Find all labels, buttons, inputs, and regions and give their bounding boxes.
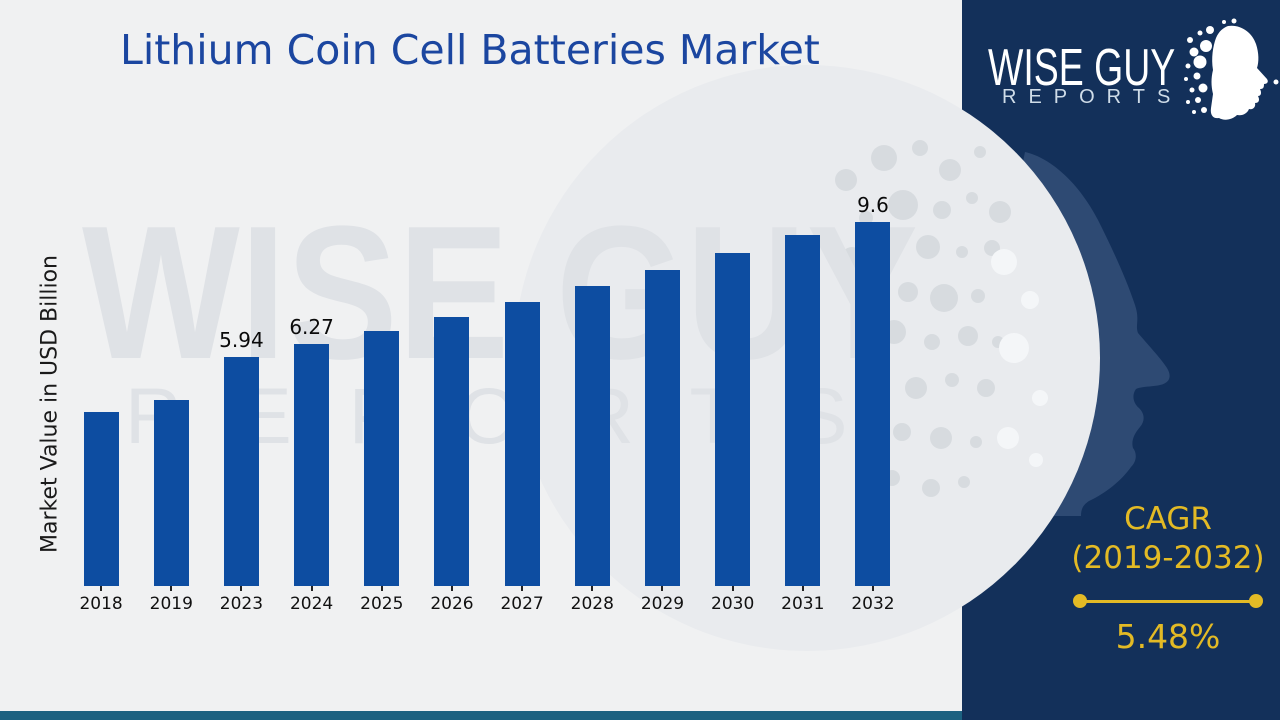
x-tick-label: 2031 <box>781 594 825 614</box>
x-tick-label: 2029 <box>640 594 685 614</box>
chart-column: 2029 <box>627 194 697 615</box>
x-axis-tick <box>450 586 453 591</box>
light-dots-decoration <box>991 249 1048 467</box>
chart-column: 2025 <box>347 194 417 615</box>
x-axis-tick <box>801 586 804 591</box>
bar <box>83 412 119 586</box>
bar <box>574 286 610 586</box>
cagr-divider-line <box>1077 599 1259 603</box>
chart-column: 2018 <box>66 194 136 615</box>
x-tick-label: 2027 <box>500 594 544 614</box>
bar <box>504 302 540 586</box>
x-axis-tick <box>731 586 734 591</box>
watermark-logo-text: WISE GUY <box>82 187 919 399</box>
logo-subtext: REPORTS <box>1002 86 1183 108</box>
bar <box>434 317 470 586</box>
cagr-value: 5.48% <box>1115 616 1221 656</box>
x-tick-label: 2026 <box>430 594 474 614</box>
x-tick-label: 2028 <box>570 594 614 614</box>
bar-value-label: 6.27 <box>289 315 334 339</box>
bar <box>294 344 330 586</box>
x-tick-label: 2024 <box>289 594 334 614</box>
x-tick-label: 2032 <box>851 594 895 614</box>
logo-head-icon <box>1184 18 1279 120</box>
cagr-heading: CAGR <box>1124 501 1212 537</box>
chart-column: 2028 <box>557 194 627 615</box>
chart-column: 2026 <box>417 194 487 615</box>
x-axis-tick <box>100 586 103 591</box>
chart-column: 2019 <box>136 194 206 615</box>
bar-value-label: 5.94 <box>219 328 264 352</box>
chart-column: 2031 <box>768 194 838 615</box>
x-axis-tick <box>521 586 524 591</box>
bar <box>153 400 189 586</box>
x-tick-label: 2019 <box>149 594 193 614</box>
x-axis-tick <box>240 586 243 591</box>
bar <box>715 253 751 586</box>
chart-column: 5.94 2023 <box>206 194 276 615</box>
logo-wordmark: WISE GUY <box>988 39 1176 97</box>
x-tick-label: 2023 <box>219 594 264 614</box>
page-title: Lithium Coin Cell Batteries Market <box>120 26 820 74</box>
chart-column: 2030 <box>698 194 768 615</box>
x-tick-label: 2018 <box>79 594 123 614</box>
x-axis-tick <box>310 586 313 591</box>
x-axis-tick <box>661 586 664 591</box>
chart-column: 2027 <box>487 194 557 615</box>
bar <box>855 222 891 587</box>
cagr-range: (2019-2032) <box>1071 539 1265 576</box>
chart-column: 6.27 2024 <box>277 194 347 615</box>
bar <box>364 331 400 586</box>
x-axis-tick <box>170 586 173 591</box>
y-axis-label: Market Value in USD Billion <box>37 254 63 554</box>
x-tick-label: 2030 <box>711 594 755 614</box>
bar <box>223 357 259 586</box>
footer-strip <box>0 711 962 720</box>
bar <box>644 270 680 586</box>
bar-value-label: 9.6 <box>857 193 889 217</box>
x-tick-label: 2025 <box>360 594 404 614</box>
x-axis-tick <box>380 586 383 591</box>
x-axis-tick <box>591 586 594 591</box>
chart-column: 9.6 2032 <box>838 194 908 615</box>
cagr-block: CAGR (2019-2032) 5.48% <box>1058 500 1278 656</box>
x-axis-tick <box>871 586 874 591</box>
bar <box>785 235 821 586</box>
bar-chart: 2018 2019 5.94 2023 6.27 2024 2025 2026 2027 2028… <box>66 194 908 615</box>
